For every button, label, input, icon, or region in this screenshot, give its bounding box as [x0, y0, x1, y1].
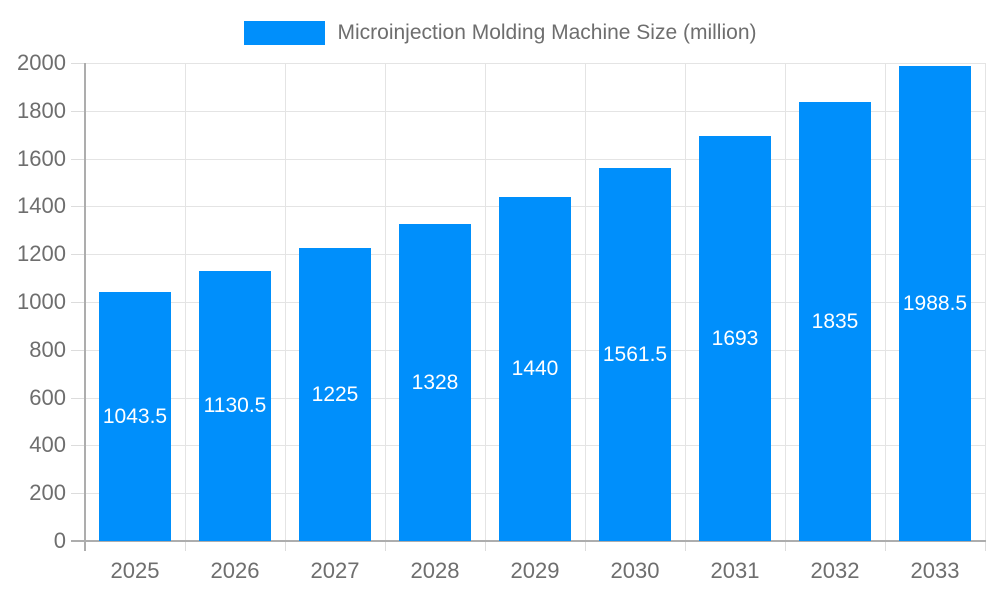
bar-value-label: 1693: [711, 326, 759, 350]
x-tick-label: 2027: [310, 558, 360, 583]
gridline-vertical: [785, 63, 786, 541]
bar-value-label: 1225: [311, 382, 359, 406]
y-axis-tick: [71, 206, 85, 207]
x-axis-tick: [485, 541, 486, 551]
y-axis-tick: [71, 302, 85, 303]
bar-2026[interactable]: [199, 271, 271, 541]
x-axis-tick: [585, 541, 586, 551]
gridline-vertical: [285, 63, 286, 541]
y-tick-label: 400: [29, 432, 66, 457]
x-tick-label: 2030: [610, 558, 660, 583]
y-axis-tick: [71, 445, 85, 446]
bar-value-label: 1328: [411, 370, 459, 394]
bar-2030[interactable]: [599, 168, 671, 541]
x-tick-label: 2028: [410, 558, 460, 583]
y-tick-label: 1200: [17, 241, 66, 266]
y-tick-label: 200: [29, 480, 66, 505]
y-axis-tick: [71, 159, 85, 160]
legend-label: Microinjection Molding Machine Size (mil…: [337, 21, 757, 44]
y-axis-tick: [71, 254, 85, 255]
gridline-vertical: [185, 63, 186, 541]
bar-value-label: 1130.5: [203, 394, 267, 417]
bar-2029[interactable]: [499, 197, 571, 541]
x-axis-tick: [985, 541, 986, 551]
bar-value-label: 1835: [811, 309, 859, 333]
bar-value-label: 1440: [511, 357, 559, 380]
y-axis-tick: [71, 493, 85, 494]
gridline-vertical: [685, 63, 686, 541]
y-tick-label: 1000: [17, 289, 66, 314]
bar-2028[interactable]: [399, 224, 471, 541]
bar-2032[interactable]: [799, 102, 871, 541]
y-axis-tick: [71, 350, 85, 351]
y-axis-tick: [71, 111, 85, 112]
legend-swatch: [243, 21, 325, 45]
y-tick-label: 800: [29, 337, 66, 362]
x-tick-label: 2026: [210, 558, 260, 583]
x-axis-tick: [785, 541, 786, 551]
y-tick-label: 0: [53, 528, 66, 553]
x-axis-line: [71, 540, 986, 542]
x-tick-label: 2031: [710, 558, 760, 583]
gridline-vertical: [885, 63, 886, 541]
y-tick-label: 1600: [17, 146, 66, 171]
x-axis-tick: [185, 541, 186, 551]
x-tick-label: 2032: [810, 558, 860, 583]
x-axis-tick: [885, 541, 886, 551]
x-tick-label: 2025: [110, 558, 160, 583]
bar-2025[interactable]: [99, 292, 171, 541]
bar-value-label: 1561.5: [602, 342, 668, 366]
gridline-vertical: [985, 63, 986, 541]
gridline-horizontal: [85, 111, 985, 112]
bar-value-label: 1988.5: [902, 291, 968, 315]
bar-2027[interactable]: [299, 248, 371, 541]
y-tick-label: 1800: [17, 98, 66, 123]
gridline-vertical: [385, 63, 386, 541]
x-axis-tick: [385, 541, 386, 551]
y-axis-tick: [71, 63, 85, 64]
y-tick-label: 2000: [17, 50, 66, 75]
x-axis-tick: [685, 541, 686, 551]
bar-2033[interactable]: [899, 66, 971, 541]
y-tick-label: 1400: [17, 193, 66, 218]
gridline-vertical: [585, 63, 586, 541]
bar-2031[interactable]: [699, 136, 771, 541]
legend-item[interactable]: Microinjection Molding Machine Size (mil…: [0, 21, 1000, 45]
y-axis-line: [84, 63, 86, 551]
y-tick-label: 600: [29, 385, 66, 410]
x-tick-label: 2029: [510, 558, 560, 583]
x-tick-label: 2033: [910, 558, 960, 583]
x-axis-tick: [285, 541, 286, 551]
gridline-vertical: [485, 63, 486, 541]
gridline-horizontal: [85, 159, 985, 160]
y-axis-tick: [71, 398, 85, 399]
bar-value-label: 1043.5: [102, 404, 168, 428]
gridline-horizontal: [85, 63, 985, 64]
